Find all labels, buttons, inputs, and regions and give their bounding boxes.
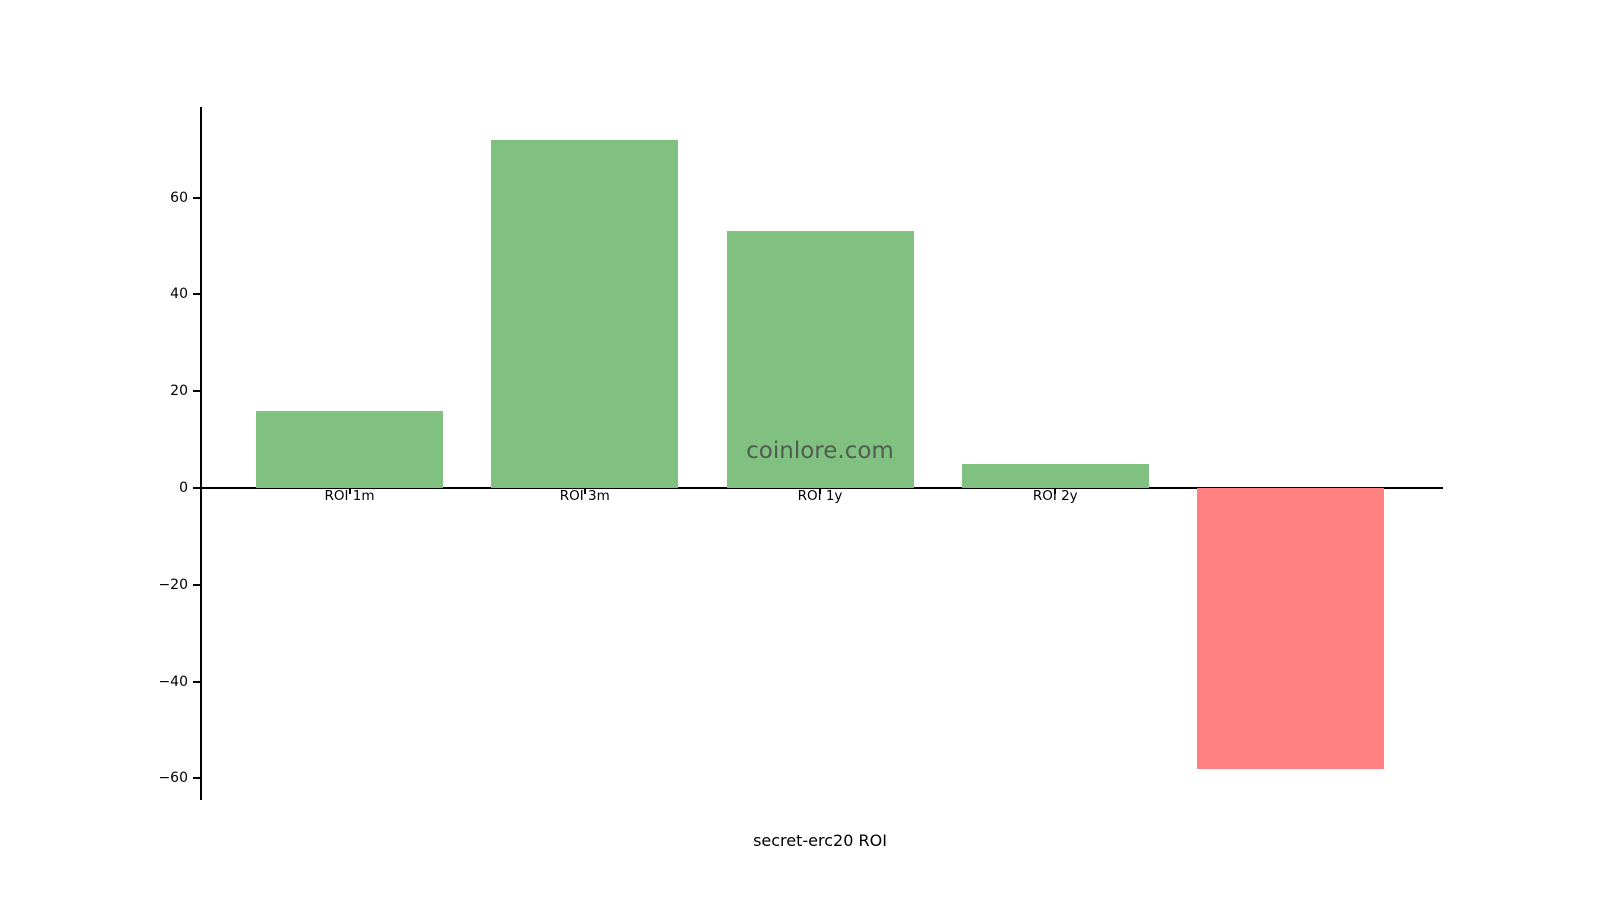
x-tick-label-roi-2y: ROI 2y bbox=[1032, 488, 1078, 504]
bar-unlabeled bbox=[1197, 488, 1384, 769]
y-tick-label: −60 bbox=[158, 770, 188, 787]
y-tick-mark bbox=[193, 390, 201, 393]
y-tick-mark bbox=[193, 777, 201, 780]
x-tick-mark bbox=[348, 488, 351, 494]
bar-roi-1y bbox=[726, 231, 914, 488]
y-tick-label: 20 bbox=[170, 383, 188, 400]
y-tick-label: 0 bbox=[179, 480, 188, 496]
bar-roi-3m bbox=[491, 139, 679, 488]
x-tick-mark bbox=[819, 488, 821, 494]
y-tick-label: 40 bbox=[170, 286, 188, 303]
y-tick-mark bbox=[193, 293, 201, 296]
y-tick-label: −20 bbox=[158, 576, 188, 593]
y-tick-mark bbox=[193, 196, 201, 199]
y-tick-label: 60 bbox=[170, 189, 188, 206]
bar-roi-2y bbox=[961, 463, 1149, 488]
bar-roi-1m bbox=[256, 410, 443, 488]
x-tick-label-roi-1m: ROI 1m bbox=[324, 488, 375, 504]
y-tick-label: −40 bbox=[158, 673, 188, 690]
x-tick-label-roi-3m: ROI 3m bbox=[559, 488, 610, 504]
y-tick-mark bbox=[193, 487, 201, 489]
chart-title: secret-erc20 ROI bbox=[753, 831, 887, 850]
x-tick-label-roi-1y: ROI 1y bbox=[797, 488, 843, 504]
x-tick-mark bbox=[583, 488, 586, 494]
x-axis-line bbox=[199, 487, 1443, 489]
x-tick-mark bbox=[1054, 488, 1057, 494]
y-axis-line bbox=[200, 107, 202, 800]
y-tick-mark bbox=[193, 680, 201, 683]
watermark: coinlore.com bbox=[746, 438, 894, 464]
y-tick-mark bbox=[193, 583, 201, 586]
